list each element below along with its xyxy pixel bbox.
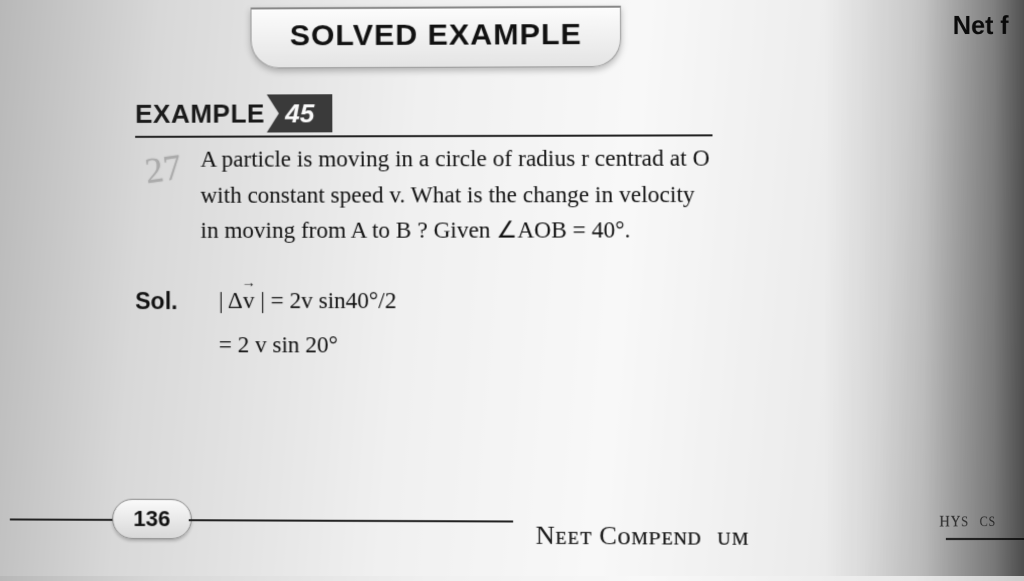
solution-line-2: = 2 v sin 20° — [219, 332, 338, 358]
sol1-suffix: | = 2v sin40°/2 — [254, 288, 396, 313]
problem-line-3: in moving from A to B ? Given ∠AOB = 40°… — [200, 218, 630, 244]
next-page-subject-fragment: ʜʏsɪcs — [939, 505, 996, 533]
handwritten-question-number: 27 — [142, 145, 184, 192]
sol1-prefix: | Δ — [219, 288, 243, 313]
example-label: EXAMPLE — [135, 98, 265, 129]
next-page-header-fragment: Net f — [953, 10, 1009, 41]
problem-line-2: with constant speed v. What is the chang… — [200, 181, 694, 207]
problem-line-1: A particle is moving in a circle of radi… — [200, 145, 709, 171]
solution-label: Sol. — [135, 288, 177, 315]
footer-rule-right — [189, 519, 513, 522]
vector-v: v — [243, 288, 255, 314]
problem-statement: A particle is moving in a circle of radi… — [200, 140, 718, 248]
example-number-container: 45 — [279, 94, 332, 132]
footer-rule-left — [10, 518, 114, 520]
page-number: 136 — [112, 499, 191, 540]
next-page-rule — [946, 538, 1024, 540]
solution-line-1: | Δv | = 2v sin40°/2 — [219, 288, 397, 314]
header-underline — [135, 134, 712, 138]
solved-example-banner: SOLVED EXAMPLE — [250, 6, 621, 69]
example-number: 45 — [279, 94, 332, 132]
example-header: EXAMPLE 45 — [135, 94, 332, 133]
book-title: Nᴇᴇᴛ Cᴏᴍᴘᴇɴᴅɪᴜᴍ — [536, 521, 750, 552]
